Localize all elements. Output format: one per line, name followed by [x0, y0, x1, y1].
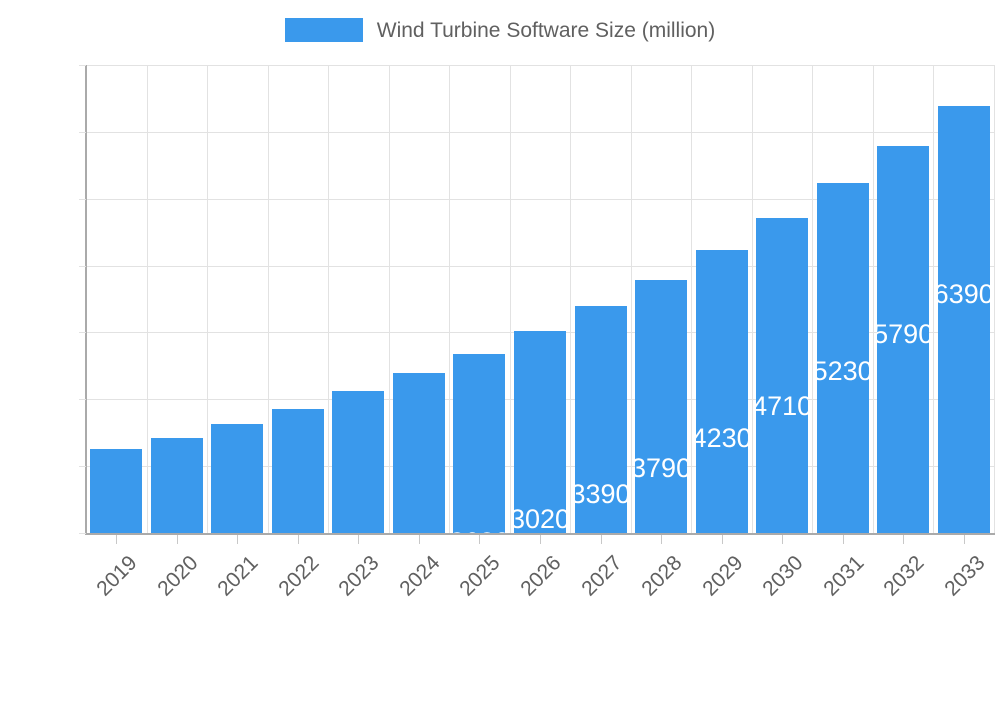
- bar[interactable]: 4710: [756, 218, 809, 533]
- gridline-vertical: [570, 65, 571, 533]
- gridline-vertical: [691, 65, 692, 533]
- x-axis-tick-mark: [782, 535, 783, 544]
- bar[interactable]: 1630: [211, 424, 264, 533]
- gridline-vertical: [812, 65, 813, 533]
- bar-value-label: 3390: [574, 479, 627, 510]
- bar[interactable]: 4230: [695, 250, 748, 533]
- x-axis-tick-mark: [964, 535, 965, 544]
- x-axis-tick-mark: [722, 535, 723, 544]
- bar-chart: Wind Turbine Software Size (million) 010…: [0, 12, 1000, 601]
- y-axis-tick-mark: [79, 466, 86, 468]
- y-axis-tick-mark: [79, 533, 86, 534]
- chart-legend: Wind Turbine Software Size (million): [0, 12, 1000, 48]
- bar-value-label: 5230: [816, 356, 869, 387]
- x-axis-tick-mark: [237, 535, 238, 544]
- y-axis-tick-mark: [79, 265, 86, 267]
- x-axis-tick-mark: [479, 535, 480, 544]
- bar-value-label: 4710: [756, 391, 809, 422]
- y-axis-tick-mark: [79, 399, 86, 401]
- gridline-vertical: [752, 65, 753, 533]
- x-axis-tick-mark: [903, 535, 904, 544]
- x-axis-tick-mark: [540, 535, 541, 544]
- x-axis-tick-mark: [843, 535, 844, 544]
- x-axis-tick-mark: [358, 535, 359, 544]
- bar[interactable]: 2390: [392, 373, 445, 533]
- gridline-vertical: [510, 65, 511, 533]
- y-axis-tick-mark: [79, 131, 86, 133]
- bar-value-label: 5790: [877, 318, 930, 349]
- x-axis-tick-mark: [177, 535, 178, 544]
- bar[interactable]: 5230: [816, 183, 869, 533]
- x-axis-line: [85, 533, 995, 535]
- bar[interactable]: 1250: [90, 449, 143, 533]
- gridline-horizontal: [86, 265, 994, 267]
- plot-area: 01000200030004000500060007000 1250142516…: [79, 65, 995, 601]
- gridline-vertical: [147, 65, 148, 533]
- gridline-vertical: [933, 65, 934, 533]
- bar[interactable]: 3390: [574, 306, 627, 533]
- legend-label[interactable]: Wind Turbine Software Size (million): [376, 18, 716, 42]
- bar[interactable]: 3020: [514, 331, 566, 533]
- bar-value-label: 3790: [635, 452, 688, 483]
- x-axis-tick-mark: [116, 535, 117, 544]
- gridline-vertical: [328, 65, 329, 533]
- y-axis-tick-mark: [79, 332, 86, 334]
- bar[interactable]: 1425: [150, 437, 203, 533]
- gridline-horizontal: [86, 65, 994, 66]
- bar[interactable]: 6390: [937, 105, 990, 533]
- bar-value-label: 2680: [453, 528, 505, 533]
- y-axis-line: [85, 65, 87, 534]
- bar[interactable]: 3790: [635, 279, 688, 533]
- y-axis-tick-mark: [79, 198, 86, 200]
- y-axis-tick-mark: [79, 65, 86, 66]
- gridline-vertical: [207, 65, 208, 533]
- gridline-vertical: [389, 65, 390, 533]
- gridline-horizontal: [86, 131, 994, 133]
- gridline-vertical: [873, 65, 874, 533]
- x-axis-tick-mark: [419, 535, 420, 544]
- bar[interactable]: 5790: [877, 145, 930, 533]
- x-axis-tick-mark: [601, 535, 602, 544]
- gridline-vertical: [994, 65, 995, 533]
- bar-value-label: 4230: [695, 423, 748, 454]
- x-axis-tick-mark: [661, 535, 662, 544]
- bar-value-label: 6390: [937, 278, 990, 309]
- gridline-vertical: [268, 65, 269, 533]
- gridline-vertical: [449, 65, 450, 533]
- bar[interactable]: 1860: [271, 408, 324, 533]
- gridline-horizontal: [86, 198, 994, 200]
- bar-value-label: 3020: [514, 504, 566, 533]
- bar[interactable]: 2680: [453, 353, 506, 533]
- legend-color-swatch[interactable]: [284, 18, 363, 42]
- x-axis-tick-mark: [298, 535, 299, 544]
- gridline-vertical: [631, 65, 632, 533]
